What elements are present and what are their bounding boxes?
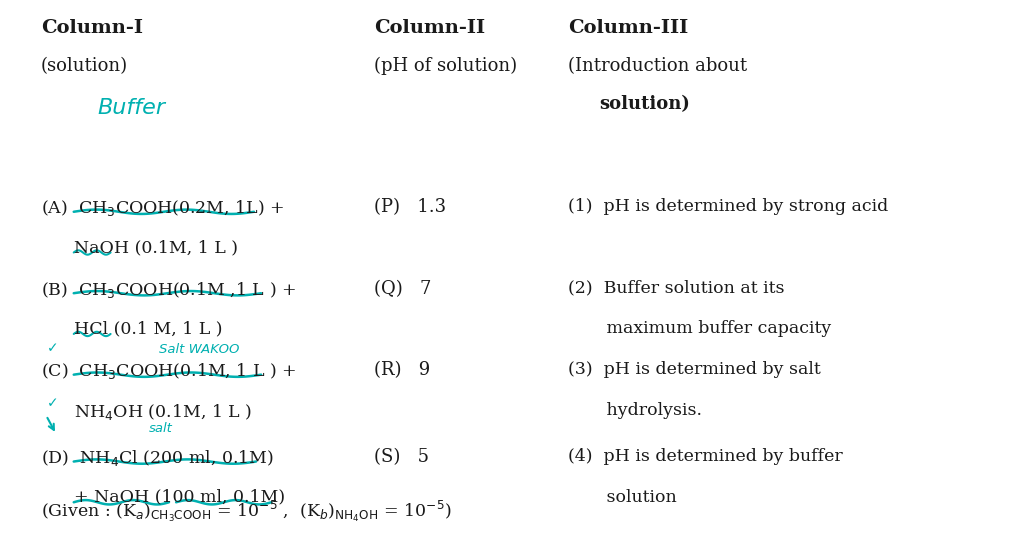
Text: (R)   9: (R) 9 xyxy=(374,361,430,379)
Text: (pH of solution): (pH of solution) xyxy=(374,57,517,75)
Text: Column-III: Column-III xyxy=(568,19,688,37)
Text: (3)  pH is determined by salt: (3) pH is determined by salt xyxy=(568,361,821,378)
Text: (Introduction about: (Introduction about xyxy=(568,57,748,75)
Text: maximum buffer capacity: maximum buffer capacity xyxy=(568,320,831,337)
Text: (C)  CH$_3$COOH(0.1M, 1 L ) +: (C) CH$_3$COOH(0.1M, 1 L ) + xyxy=(41,361,297,381)
Text: salt: salt xyxy=(148,422,172,435)
Text: hydrolysis.: hydrolysis. xyxy=(568,402,702,419)
Text: (1)  pH is determined by strong acid: (1) pH is determined by strong acid xyxy=(568,198,889,215)
Text: (solution): (solution) xyxy=(41,57,128,75)
Text: HCl (0.1 M, 1 L ): HCl (0.1 M, 1 L ) xyxy=(41,320,222,337)
Text: (B)  CH$_3$COOH(0.1M ,1 L ) +: (B) CH$_3$COOH(0.1M ,1 L ) + xyxy=(41,280,296,300)
Text: ✓: ✓ xyxy=(47,396,58,411)
Text: Salt WAKOO: Salt WAKOO xyxy=(159,343,239,356)
Text: + NaOH (100 ml, 0.1M): + NaOH (100 ml, 0.1M) xyxy=(41,489,285,506)
Text: (Given : (K$_a$)$_{\rm CH_3COOH}$ = 10$^{-5}$ ,  (K$_b$)$_{\rm NH_4OH}$ = 10$^{-: (Given : (K$_a$)$_{\rm CH_3COOH}$ = 10$^… xyxy=(41,498,452,523)
Text: (A)  CH$_3$COOH(0.2M, 1L) +: (A) CH$_3$COOH(0.2M, 1L) + xyxy=(41,198,285,218)
Text: Column-II: Column-II xyxy=(374,19,485,37)
Text: (P)   1.3: (P) 1.3 xyxy=(374,198,445,216)
Text: Column-I: Column-I xyxy=(41,19,143,37)
Text: NaOH (0.1M, 1 L ): NaOH (0.1M, 1 L ) xyxy=(41,239,238,256)
Text: NH$_4$OH (0.1M, 1 L ): NH$_4$OH (0.1M, 1 L ) xyxy=(41,402,252,422)
Text: (S)   5: (S) 5 xyxy=(374,448,429,466)
Text: ✓: ✓ xyxy=(47,341,58,355)
Text: (D)  NH$_4$Cl (200 ml, 0.1M): (D) NH$_4$Cl (200 ml, 0.1M) xyxy=(41,448,274,468)
Text: solution: solution xyxy=(568,489,677,506)
Text: (4)  pH is determined by buffer: (4) pH is determined by buffer xyxy=(568,448,843,465)
Text: solution): solution) xyxy=(599,95,690,113)
Text: (Q)   7: (Q) 7 xyxy=(374,280,431,298)
Text: (2)  Buffer solution at its: (2) Buffer solution at its xyxy=(568,280,784,296)
Text: Buffer: Buffer xyxy=(97,98,165,118)
